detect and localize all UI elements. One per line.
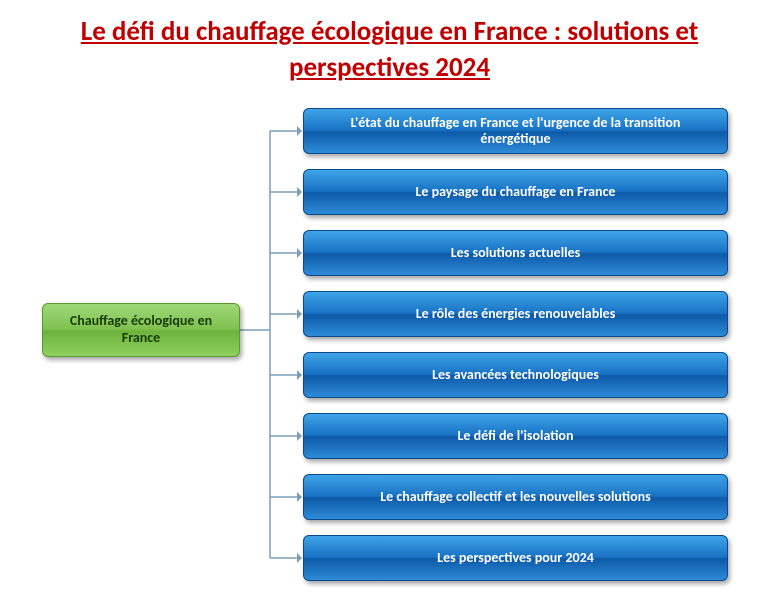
child-node: Les perspectives pour 2024 <box>303 535 728 581</box>
child-node: Le chauffage collectif et les nouvelles … <box>303 474 728 520</box>
child-node: Le rôle des énergies renouvelables <box>303 291 728 337</box>
child-node: Les solutions actuelles <box>303 230 728 276</box>
root-node: Chauffage écologique en France <box>42 303 240 357</box>
child-node: Les avancées technologiques <box>303 352 728 398</box>
tree-diagram: Chauffage écologique en France L'état du… <box>0 108 779 608</box>
child-node: L'état du chauffage en France et l'urgen… <box>303 108 728 154</box>
child-node: Le paysage du chauffage en France <box>303 169 728 215</box>
child-node: Le défi de l'isolation <box>303 413 728 459</box>
page-title: Le défi du chauffage écologique en Franc… <box>0 0 779 87</box>
